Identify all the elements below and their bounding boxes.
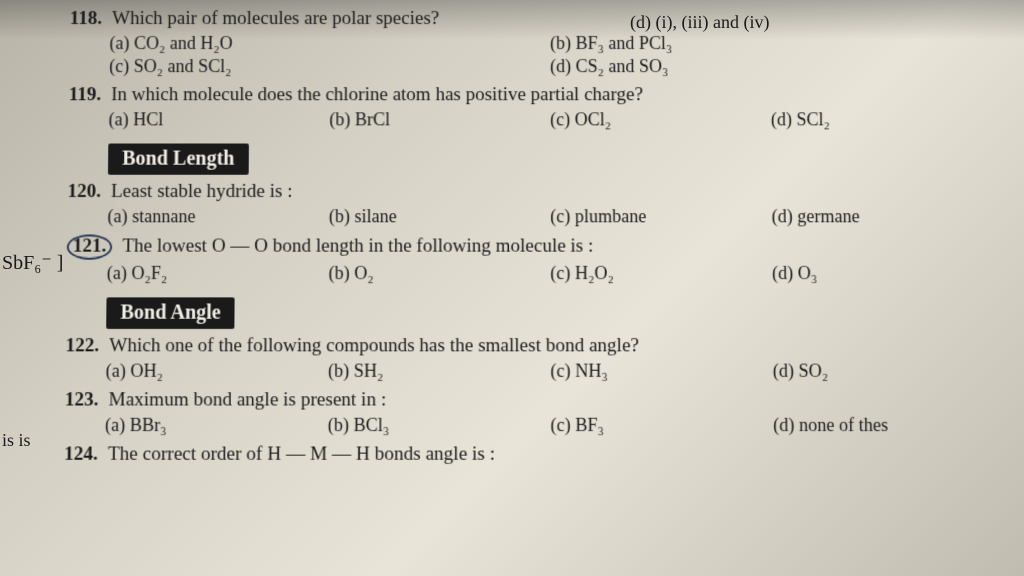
q122-opt-b: (b) SH₂ bbox=[328, 359, 550, 382]
q122-opt-a: (a) OH₂ bbox=[106, 359, 329, 382]
q120-opt-c: (c) plumbane bbox=[550, 205, 771, 228]
q120-number: 120. bbox=[67, 181, 101, 203]
q118-opt-c: (c) SO₂ and SCl₂ bbox=[109, 55, 550, 78]
q119-text: In which molecule does the chlorine atom… bbox=[111, 84, 1006, 106]
q119-opt-c: (c) OCl₂ bbox=[550, 108, 771, 131]
q120-text: Least stable hydride is : bbox=[111, 181, 1007, 203]
question-121: 121. The lowest O — O bond length in the… bbox=[66, 234, 1008, 285]
q123-text: Maximum bond angle is present in : bbox=[108, 389, 1009, 412]
q122-opt-c: (c) NH₃ bbox=[550, 359, 772, 382]
q123-opt-c: (c) BF₃ bbox=[550, 414, 773, 438]
q118-text: Which pair of molecules are polar specie… bbox=[112, 8, 1005, 30]
q121-opt-d: (d) O₃ bbox=[772, 262, 994, 285]
q119-opt-a: (a) HCl bbox=[108, 108, 329, 131]
q123-number: 123. bbox=[65, 389, 99, 412]
q124-number: 124. bbox=[64, 443, 98, 466]
q121-opt-b: (b) O₂ bbox=[328, 262, 550, 285]
q122-opt-d: (d) SO₂ bbox=[773, 359, 996, 382]
q123-opt-d: (d) none of thes bbox=[773, 414, 996, 438]
q121-opt-a: (a) O₂F₂ bbox=[107, 262, 329, 285]
q118-opt-b: (b) BF₃ and PCl₃ bbox=[550, 32, 991, 55]
question-118: 118. Which pair of molecules are polar s… bbox=[69, 8, 1005, 78]
q120-opt-a: (a) stannane bbox=[107, 205, 329, 228]
question-124: 124. The correct order of H — M — H bond… bbox=[64, 443, 1011, 466]
question-120: 120. Least stable hydride is : (a) stann… bbox=[67, 181, 1007, 229]
question-123: 123. Maximum bond angle is present in : … bbox=[64, 389, 1010, 437]
q118-opt-d: (d) CS₂ and SO₃ bbox=[550, 55, 991, 78]
q121-opt-c: (c) H₂O₂ bbox=[550, 262, 772, 285]
q122-text: Which one of the following compounds has… bbox=[109, 335, 1009, 357]
q123-opt-b: (b) BCl₃ bbox=[328, 414, 551, 438]
q123-opt-a: (a) BBr₃ bbox=[105, 414, 328, 438]
q120-opt-d: (d) germane bbox=[772, 205, 994, 228]
q119-number: 119. bbox=[69, 84, 102, 106]
q119-opt-b: (b) BrCl bbox=[329, 108, 550, 131]
q118-opt-a: (a) CO₂ and H₂O bbox=[109, 32, 550, 55]
q120-opt-b: (b) silane bbox=[329, 205, 550, 228]
section-bond-angle: Bond Angle bbox=[106, 297, 235, 329]
question-122: 122. Which one of the following compound… bbox=[65, 335, 1009, 383]
question-119: 119. In which molecule does the chlorine… bbox=[68, 84, 1006, 131]
q124-text: The correct order of H — M — H bonds ang… bbox=[108, 443, 1011, 466]
q119-opt-d: (d) SCl₂ bbox=[771, 108, 992, 131]
q121-number-circled: 121. bbox=[67, 234, 113, 259]
section-bond-length: Bond Length bbox=[108, 144, 249, 175]
textbook-page: 118. Which pair of molecules are polar s… bbox=[0, 0, 1024, 480]
q121-text: The lowest O — O bond length in the foll… bbox=[122, 235, 1007, 257]
q118-number: 118. bbox=[70, 8, 102, 30]
q122-number: 122. bbox=[65, 335, 99, 357]
